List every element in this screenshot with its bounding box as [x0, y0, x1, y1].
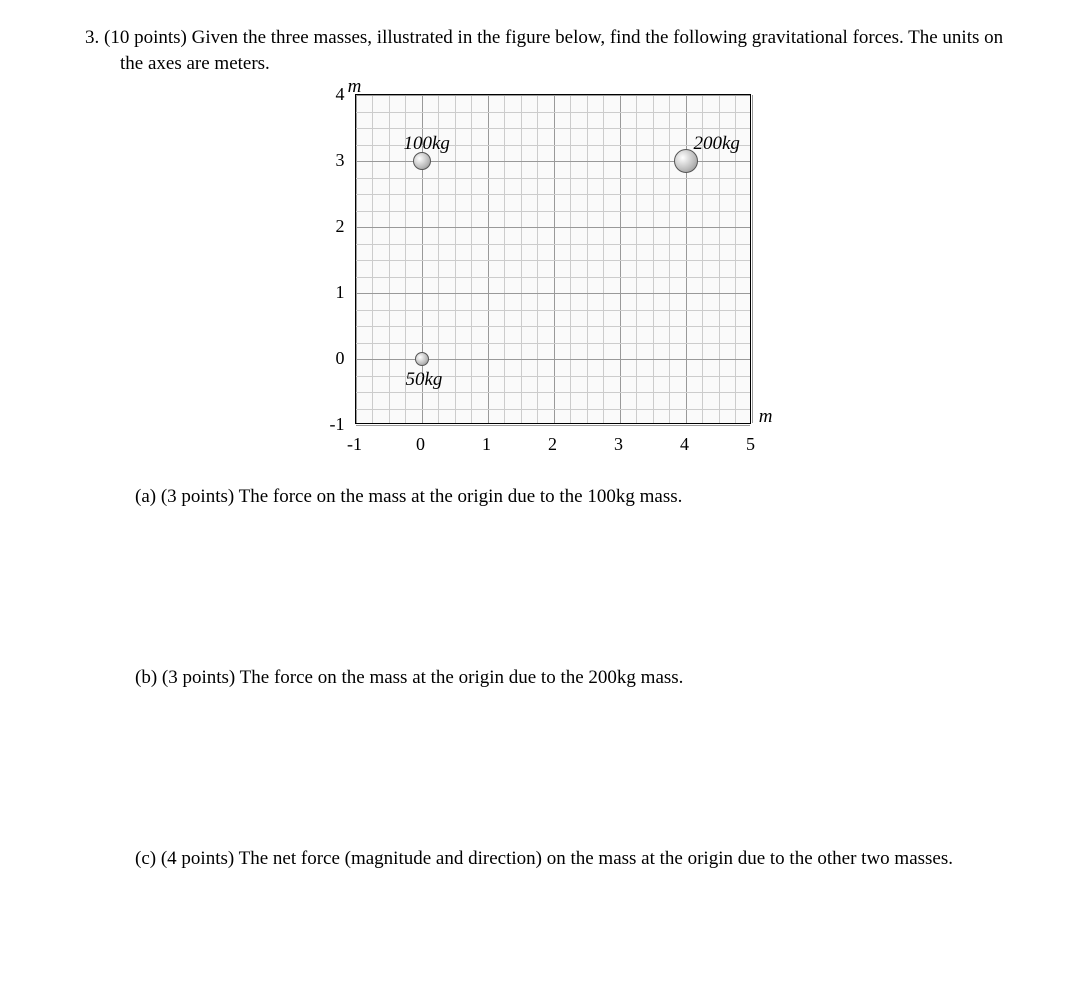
y-axis-label: m	[348, 74, 362, 100]
x-tick-label: 1	[482, 432, 491, 456]
subparts-container: (a) (3 points) The force on the mass at …	[85, 484, 1020, 871]
gridline-h-minor	[356, 211, 750, 212]
grid-area: 100kg 200kg 50kg	[355, 94, 751, 424]
gridline-h-minor	[356, 128, 750, 129]
subpart-text: The net force (magnitude and direction) …	[239, 848, 953, 869]
x-tick-label: 5	[746, 432, 755, 456]
subpart-text: The force on the mass at the origin due …	[240, 667, 684, 688]
y-tick-label: 0	[336, 346, 345, 370]
gridline-h-minor	[356, 326, 750, 327]
mass-label: 200kg	[694, 131, 740, 157]
gridline-h-minor	[356, 244, 750, 245]
subpart-points: (4 points)	[161, 848, 239, 869]
gridline-v-major	[752, 95, 753, 423]
mass-scatter-chart: 100kg200kg50kg -1012345-101234mm	[355, 94, 751, 424]
gridline-h-minor	[356, 112, 750, 113]
gridline-h-minor	[356, 194, 750, 195]
y-tick-label: 2	[336, 214, 345, 238]
y-tick-label: 4	[336, 82, 345, 106]
x-tick-label: 0	[416, 432, 425, 456]
problem-points: (10 points)	[104, 27, 187, 48]
x-axis-label: m	[759, 404, 773, 430]
subpart-points: (3 points)	[162, 667, 240, 688]
x-tick-label: 4	[680, 432, 689, 456]
gridline-h-major	[356, 293, 750, 294]
y-tick-label: 3	[336, 148, 345, 172]
y-tick-label: -1	[330, 412, 345, 436]
gridline-h-minor	[356, 310, 750, 311]
subpart-letter: (a)	[135, 486, 161, 507]
gridline-h-major	[356, 95, 750, 96]
mass-label: 50kg	[406, 367, 443, 393]
chart-container: 100kg200kg50kg -1012345-101234mm	[85, 94, 1020, 424]
subpart-letter: (b)	[135, 667, 162, 688]
subpart: (b) (3 points) The force on the mass at …	[135, 665, 1020, 691]
gridline-h-minor	[356, 178, 750, 179]
subpart-letter: (c)	[135, 848, 161, 869]
x-tick-label: 3	[614, 432, 623, 456]
gridline-h-minor	[356, 343, 750, 344]
gridline-h-minor	[356, 277, 750, 278]
problem-number: 3.	[85, 27, 99, 48]
problem-statement: 3. (10 points) Given the three masses, i…	[85, 25, 1020, 76]
subpart-points: (3 points)	[161, 486, 239, 507]
mass-point	[415, 352, 429, 366]
y-tick-label: 1	[336, 280, 345, 304]
subpart: (c) (4 points) The net force (magnitude …	[135, 846, 1020, 872]
gridline-h-major	[356, 425, 750, 426]
mass-label: 100kg	[404, 131, 450, 157]
x-tick-label: -1	[347, 432, 362, 456]
problem-text: Given the three masses, illustrated in t…	[120, 27, 1003, 74]
subpart: (a) (3 points) The force on the mass at …	[135, 484, 1020, 510]
gridline-h-minor	[356, 409, 750, 410]
gridline-h-minor	[356, 260, 750, 261]
x-tick-label: 2	[548, 432, 557, 456]
subpart-text: The force on the mass at the origin due …	[239, 486, 683, 507]
gridline-h-major	[356, 227, 750, 228]
